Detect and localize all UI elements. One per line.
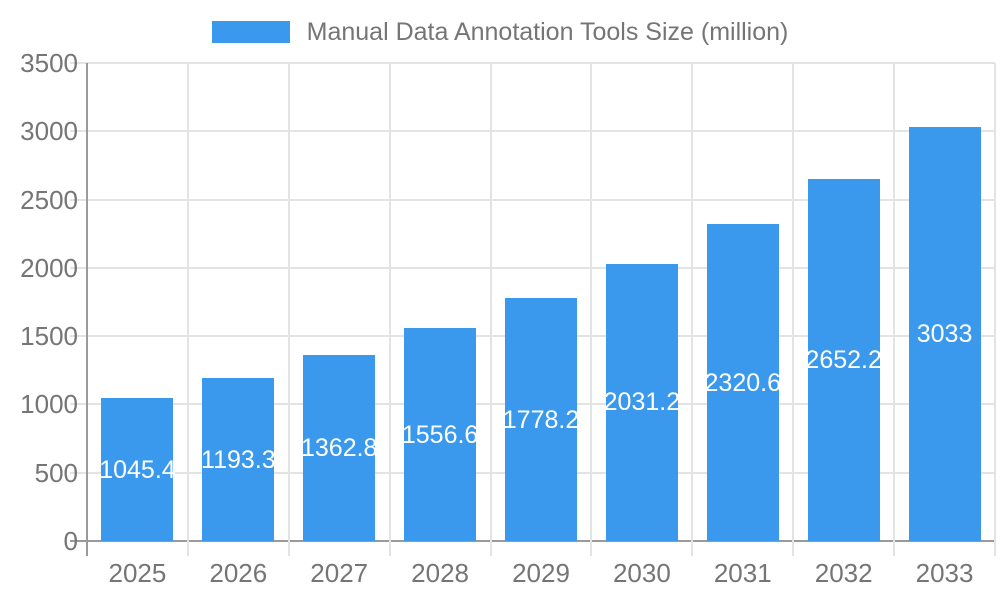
bar xyxy=(505,298,577,541)
x-tick-label: 2029 xyxy=(512,558,570,588)
gridline-horizontal xyxy=(70,198,995,201)
bar-value-label: 2031.2 xyxy=(603,388,681,417)
gridline-vertical xyxy=(489,63,492,556)
y-axis-line xyxy=(86,63,88,556)
legend-label: Manual Data Annotation Tools Size (milli… xyxy=(306,17,789,46)
bar xyxy=(807,178,880,541)
bar-value-label: 2652.2 xyxy=(805,345,882,374)
x-tick-label: 2025 xyxy=(108,558,167,588)
gridline-vertical xyxy=(388,63,391,556)
legend[interactable]: Manual Data Annotation Tools Size (milli… xyxy=(0,14,1000,50)
gridline-vertical xyxy=(994,63,996,556)
bar xyxy=(101,398,174,541)
y-tick-label: 3500 xyxy=(20,48,78,78)
bar xyxy=(908,126,981,541)
gridline-vertical xyxy=(691,63,694,556)
x-tick-label: 2033 xyxy=(915,558,974,588)
gridline-horizontal xyxy=(70,62,995,64)
y-tick-label: 3000 xyxy=(20,116,78,147)
x-tick-label: 2027 xyxy=(310,558,369,588)
y-tick-label: 1500 xyxy=(20,321,78,352)
gridline-vertical xyxy=(590,63,593,556)
x-tick-label: 2031 xyxy=(713,558,772,588)
bar xyxy=(303,354,376,541)
y-tick-label: 2500 xyxy=(20,184,78,215)
gridline-vertical xyxy=(186,63,189,556)
y-tick-label: 0 xyxy=(63,526,78,556)
bar xyxy=(706,224,779,541)
x-axis-line xyxy=(70,540,995,542)
x-tick-label: 2028 xyxy=(411,558,470,588)
gridline-vertical xyxy=(893,63,896,556)
x-tick-label: 2030 xyxy=(612,558,671,588)
gridline-vertical xyxy=(287,63,290,556)
gridline-vertical xyxy=(792,63,795,556)
y-tick-label: 500 xyxy=(34,457,78,488)
bar-value-label: 1362.8 xyxy=(300,433,378,462)
x-tick-label: 2026 xyxy=(209,558,268,588)
y-tick-label: 1000 xyxy=(20,389,78,420)
bar-value-label: 1556.6 xyxy=(401,420,479,449)
bar-value-label: 3033 xyxy=(916,319,973,348)
y-tick-label: 2000 xyxy=(20,252,78,283)
bar-value-label: 1045.4 xyxy=(99,455,176,484)
gridline-horizontal xyxy=(70,130,995,133)
legend-swatch xyxy=(211,21,290,43)
bar-value-label: 1778.2 xyxy=(502,405,580,434)
x-tick-label: 2032 xyxy=(814,558,873,588)
bar xyxy=(605,263,678,541)
gridline-horizontal xyxy=(70,266,995,269)
bar-value-label: 1193.3 xyxy=(201,445,276,474)
bar xyxy=(202,378,275,541)
bar xyxy=(404,328,477,541)
bar-value-label: 2320.6 xyxy=(704,368,781,397)
